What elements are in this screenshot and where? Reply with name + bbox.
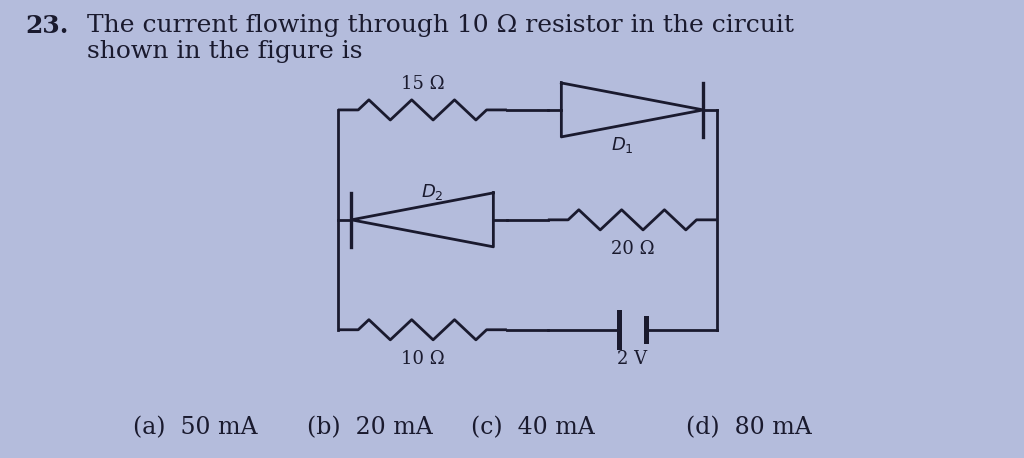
Text: The current flowing through 10 Ω resistor in the circuit
shown in the figure is: The current flowing through 10 Ω resisto… (87, 14, 794, 63)
Text: (c)  40 mA: (c) 40 mA (471, 417, 595, 440)
Text: 20 Ω: 20 Ω (610, 240, 654, 258)
Text: 15 Ω: 15 Ω (400, 75, 444, 93)
Text: (d)  80 mA: (d) 80 mA (686, 417, 812, 440)
Text: $D_1$: $D_1$ (610, 135, 634, 155)
Text: (b)  20 mA: (b) 20 mA (307, 417, 433, 440)
Text: (a)  50 mA: (a) 50 mA (133, 417, 258, 440)
Text: 10 Ω: 10 Ω (400, 350, 444, 368)
Text: 2 V: 2 V (617, 350, 647, 368)
Text: 23.: 23. (26, 14, 69, 38)
Text: $D_2$: $D_2$ (421, 181, 444, 202)
